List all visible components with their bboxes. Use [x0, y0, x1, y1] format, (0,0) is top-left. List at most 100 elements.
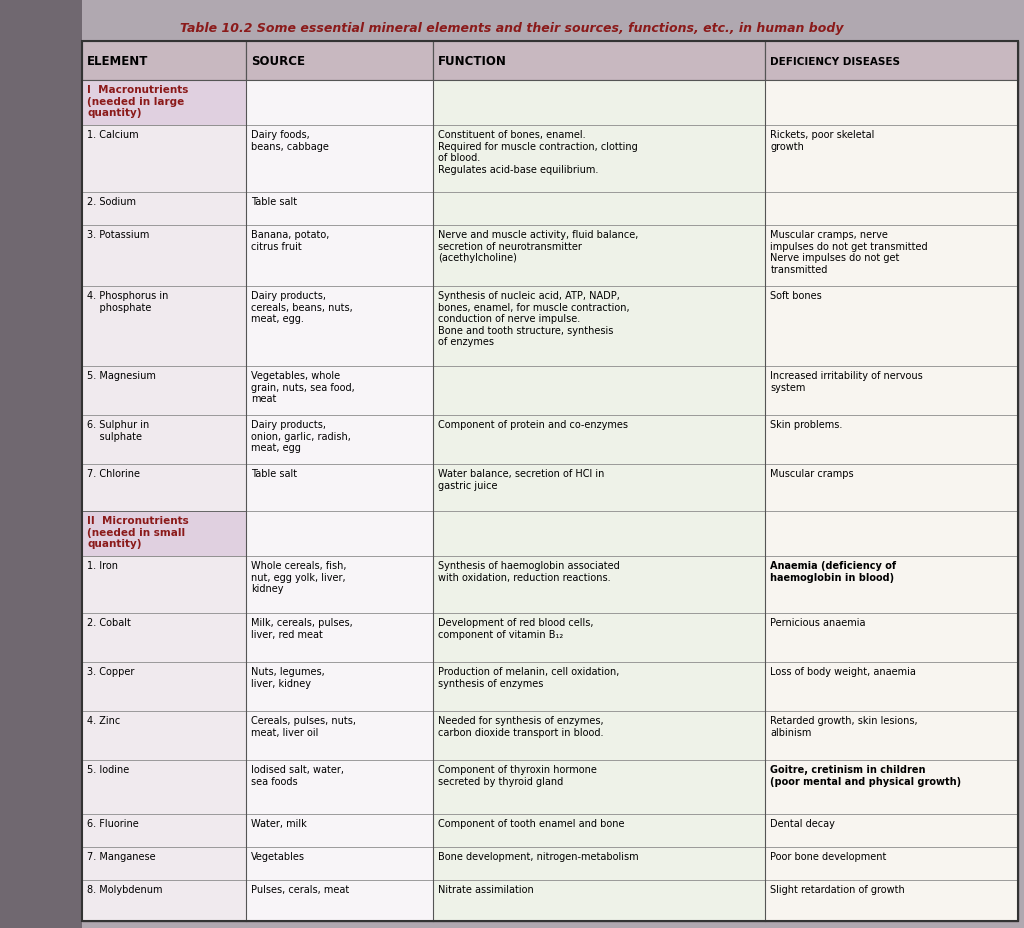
Text: Component of protein and co-enzymes: Component of protein and co-enzymes [438, 419, 628, 430]
Bar [246, 711, 433, 760]
Bar [765, 42, 1018, 921]
Bar [765, 465, 1018, 511]
Text: Component of thyroxin hormone
secreted by thyroid gland: Component of thyroxin hormone secreted b… [438, 764, 597, 786]
Bar [246, 814, 433, 847]
Bar [82, 557, 246, 613]
Text: Production of melanin, cell oxidation,
synthesis of enzymes: Production of melanin, cell oxidation, s… [438, 666, 620, 688]
Text: Slight retardation of growth: Slight retardation of growth [770, 884, 905, 894]
Bar [433, 193, 765, 226]
Text: Whole cereals, fish,
nut, egg yolk, liver,
kidney: Whole cereals, fish, nut, egg yolk, live… [251, 561, 346, 594]
Bar [433, 465, 765, 511]
Bar [246, 663, 433, 711]
Text: Soft bones: Soft bones [770, 290, 822, 301]
Bar [765, 557, 1018, 613]
Bar [765, 416, 1018, 465]
Bar [246, 847, 433, 880]
Bar [82, 416, 246, 465]
Bar [765, 711, 1018, 760]
Text: Dairy products,
cereals, beans, nuts,
meat, egg.: Dairy products, cereals, beans, nuts, me… [251, 290, 352, 324]
Bar [246, 760, 433, 814]
Text: Synthesis of nucleic acid, ATP, NADP,
bones, enamel, for muscle contraction,
con: Synthesis of nucleic acid, ATP, NADP, bo… [438, 290, 630, 347]
Text: Retarded growth, skin lesions,
albinism: Retarded growth, skin lesions, albinism [770, 715, 918, 737]
Bar [246, 126, 433, 193]
Text: Constituent of bones, enamel.
Required for muscle contraction, clotting
of blood: Constituent of bones, enamel. Required f… [438, 130, 638, 174]
Bar [246, 880, 433, 921]
Text: Synthesis of haemoglobin associated
with oxidation, reduction reactions.: Synthesis of haemoglobin associated with… [438, 561, 620, 582]
Text: Bone development, nitrogen-metabolism: Bone development, nitrogen-metabolism [438, 851, 639, 861]
Text: Banana, potato,
citrus fruit: Banana, potato, citrus fruit [251, 230, 329, 251]
Text: 2. Cobalt: 2. Cobalt [87, 617, 131, 627]
Text: FUNCTION: FUNCTION [438, 55, 507, 68]
Bar [433, 814, 765, 847]
Bar [433, 760, 765, 814]
Bar [246, 226, 433, 287]
Text: 1. Calcium: 1. Calcium [87, 130, 138, 140]
Text: DEFICIENCY DISEASES: DEFICIENCY DISEASES [770, 57, 900, 67]
Text: Development of red blood cells,
component of vitamin B₁₂: Development of red blood cells, componen… [438, 617, 594, 638]
Text: Table 10.2 Some essential mineral elements and their sources, functions, etc., i: Table 10.2 Some essential mineral elemen… [180, 22, 844, 35]
Bar [433, 287, 765, 367]
Bar [433, 613, 765, 663]
Bar [246, 557, 433, 613]
Text: Water balance, secretion of HCl in
gastric juice: Water balance, secretion of HCl in gastr… [438, 469, 604, 490]
Bar [765, 287, 1018, 367]
Text: 7. Manganese: 7. Manganese [87, 851, 156, 861]
Text: Goitre, cretinism in children
(poor mental and physical growth): Goitre, cretinism in children (poor ment… [770, 764, 962, 786]
Text: Vegetables: Vegetables [251, 851, 305, 861]
Text: 3. Potassium: 3. Potassium [87, 230, 150, 239]
Bar [765, 226, 1018, 287]
Bar [82, 663, 246, 711]
Text: Cereals, pulses, nuts,
meat, liver oil: Cereals, pulses, nuts, meat, liver oil [251, 715, 355, 737]
Bar [246, 193, 433, 226]
Text: Anaemia (deficiency of
haemoglobin in blood): Anaemia (deficiency of haemoglobin in bl… [770, 561, 896, 582]
Text: ELEMENT: ELEMENT [87, 55, 148, 68]
Text: Dairy products,
onion, garlic, radish,
meat, egg: Dairy products, onion, garlic, radish, m… [251, 419, 350, 453]
Bar [82, 465, 246, 511]
Bar [433, 126, 765, 193]
Text: Dental decay: Dental decay [770, 818, 836, 828]
Text: Iodised salt, water,
sea foods: Iodised salt, water, sea foods [251, 764, 344, 786]
Bar [765, 760, 1018, 814]
Text: 6. Fluorine: 6. Fluorine [87, 818, 138, 828]
Bar [765, 42, 1018, 81]
Text: 4. Zinc: 4. Zinc [87, 715, 120, 725]
Text: 7. Chlorine: 7. Chlorine [87, 469, 140, 479]
Bar [82, 126, 246, 193]
Bar [433, 711, 765, 760]
Text: Skin problems.: Skin problems. [770, 419, 843, 430]
Text: Water, milk: Water, milk [251, 818, 306, 828]
Bar [246, 465, 433, 511]
Text: 5. Iodine: 5. Iodine [87, 764, 129, 774]
Bar [765, 814, 1018, 847]
Text: Increased irritability of nervous
system: Increased irritability of nervous system [770, 370, 923, 393]
Text: Vegetables, whole
grain, nuts, sea food,
meat: Vegetables, whole grain, nuts, sea food,… [251, 370, 354, 404]
Text: Table salt: Table salt [251, 469, 297, 479]
Text: Nerve and muscle activity, fluid balance,
secretion of neurotransmitter
(acethyl: Nerve and muscle activity, fluid balance… [438, 230, 638, 263]
Bar [82, 847, 246, 880]
Bar [246, 81, 433, 126]
Bar [433, 367, 765, 416]
Text: Rickets, poor skeletal
growth: Rickets, poor skeletal growth [770, 130, 874, 151]
Bar [82, 287, 246, 367]
Text: Needed for synthesis of enzymes,
carbon dioxide transport in blood.: Needed for synthesis of enzymes, carbon … [438, 715, 603, 737]
Text: 8. Molybdenum: 8. Molybdenum [87, 884, 163, 894]
Bar [765, 81, 1018, 126]
Text: 6. Sulphur in
    sulphate: 6. Sulphur in sulphate [87, 419, 150, 441]
Bar [246, 511, 433, 557]
Bar [433, 226, 765, 287]
Text: Nuts, legumes,
liver, kidney: Nuts, legumes, liver, kidney [251, 666, 325, 688]
Text: I  Macronutrients
(needed in large
quantity): I Macronutrients (needed in large quanti… [87, 84, 188, 118]
Bar [765, 613, 1018, 663]
Text: SOURCE: SOURCE [251, 55, 305, 68]
Text: Muscular cramps: Muscular cramps [770, 469, 854, 479]
Bar [433, 511, 765, 557]
Bar [246, 287, 433, 367]
Bar [82, 193, 246, 226]
Bar [82, 81, 246, 126]
Bar [82, 226, 246, 287]
Bar [433, 81, 765, 126]
Bar [765, 663, 1018, 711]
Bar [82, 42, 246, 921]
Bar [82, 42, 246, 81]
Bar [82, 711, 246, 760]
